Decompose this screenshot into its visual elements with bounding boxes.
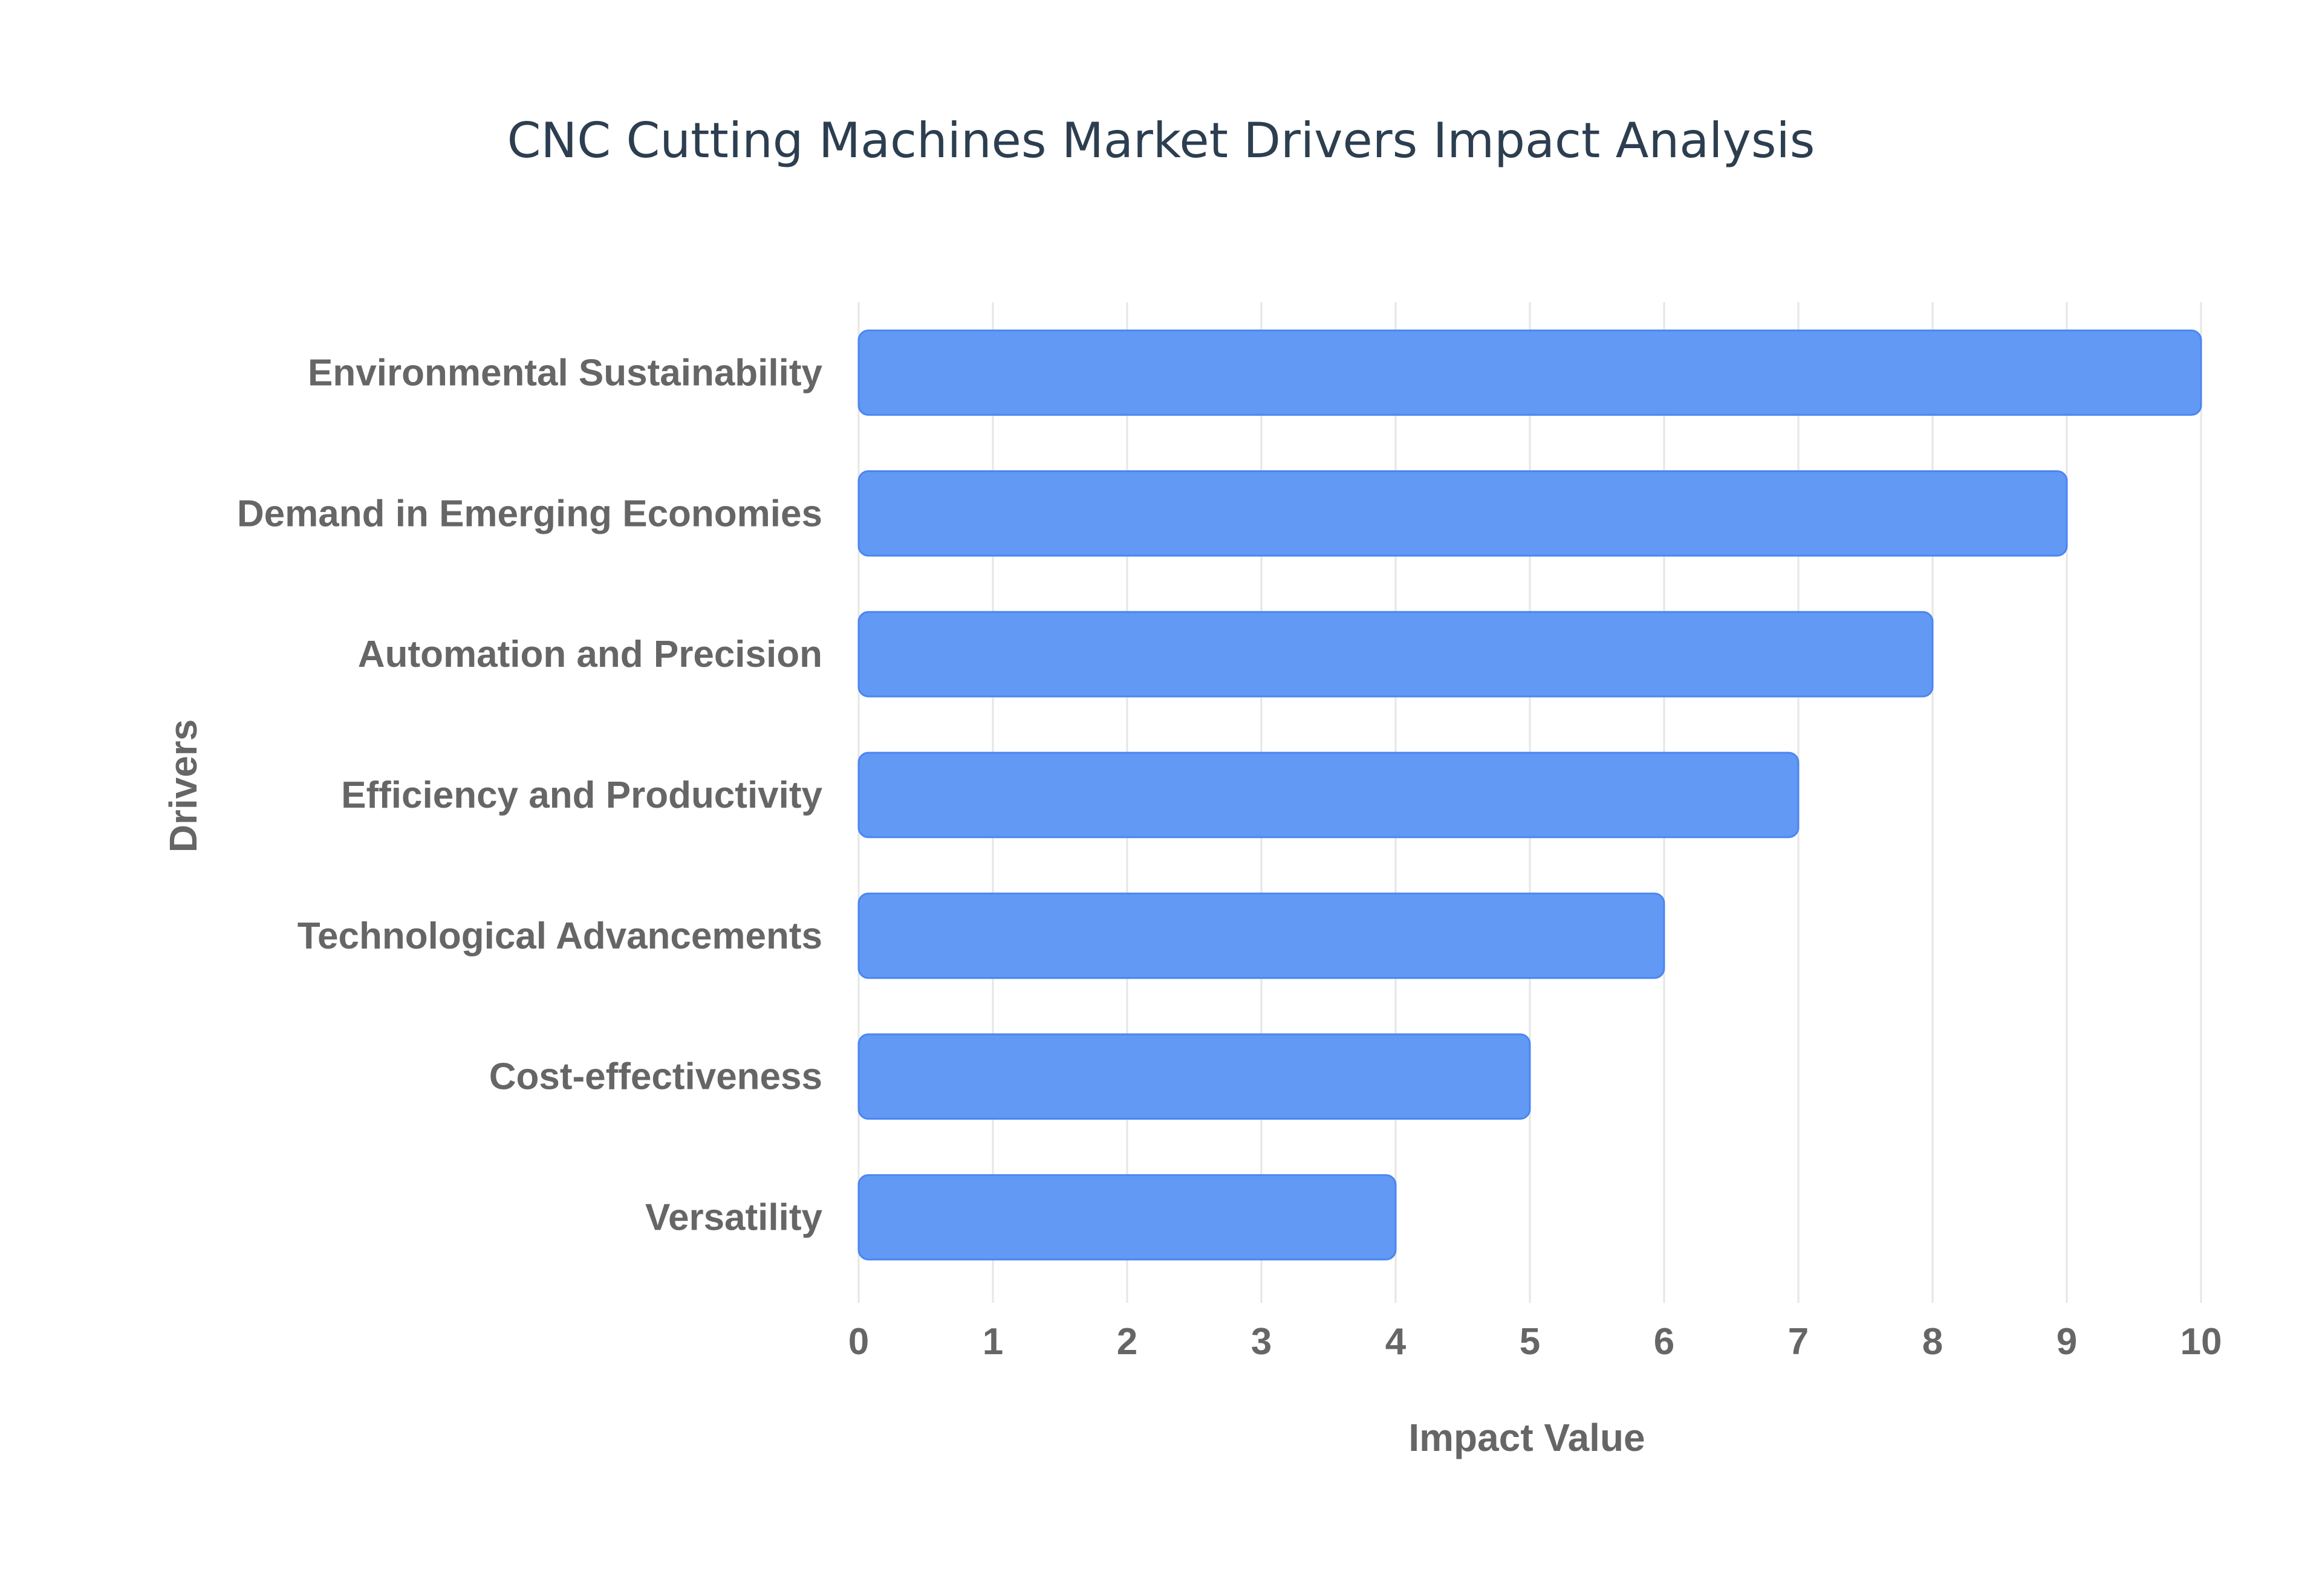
x-tick-label: 9 — [2057, 1321, 2077, 1363]
x-tick-label: 10 — [2181, 1321, 2222, 1363]
y-tick-label: Versatility — [645, 1197, 822, 1239]
y-tick-label: Environmental Sustainability — [308, 352, 822, 394]
x-axis-title: Impact Value — [1408, 1416, 1645, 1459]
bar[interactable] — [857, 611, 1934, 698]
x-tick-label: 8 — [1922, 1321, 1943, 1363]
bar[interactable] — [857, 470, 2068, 557]
y-tick-label: Efficiency and Productivity — [341, 774, 822, 816]
bar[interactable] — [857, 1174, 1397, 1260]
y-tick-labels: Environmental Sustainability Demand in Em… — [237, 352, 823, 1238]
x-tick-label: 1 — [983, 1321, 1003, 1363]
x-tick-label: 4 — [1385, 1321, 1407, 1363]
y-tick-label: Automation and Precision — [358, 634, 822, 675]
bar[interactable] — [857, 329, 2202, 416]
y-tick-label: Cost-effectiveness — [489, 1056, 822, 1098]
bar[interactable] — [857, 1033, 1531, 1120]
bar[interactable] — [857, 751, 1800, 839]
x-tick-label: 2 — [1117, 1321, 1137, 1363]
y-axis-title: Drivers — [161, 719, 205, 853]
bars — [857, 329, 2202, 1260]
x-tick-label: 3 — [1251, 1321, 1272, 1363]
x-tick-labels: 0 1 2 3 4 5 6 7 8 9 10 — [848, 1321, 2222, 1363]
bar[interactable] — [857, 892, 1665, 979]
x-tick-label: 0 — [848, 1321, 869, 1363]
x-tick-label: 5 — [1520, 1321, 1540, 1363]
y-tick-label: Technological Advancements — [298, 915, 822, 957]
y-tick-label: Demand in Emerging Economies — [237, 493, 822, 534]
x-tick-label: 7 — [1788, 1321, 1809, 1363]
chart-title: CNC Cutting Machines Market Drivers Impa… — [507, 112, 1815, 169]
x-tick-label: 6 — [1654, 1321, 1674, 1363]
